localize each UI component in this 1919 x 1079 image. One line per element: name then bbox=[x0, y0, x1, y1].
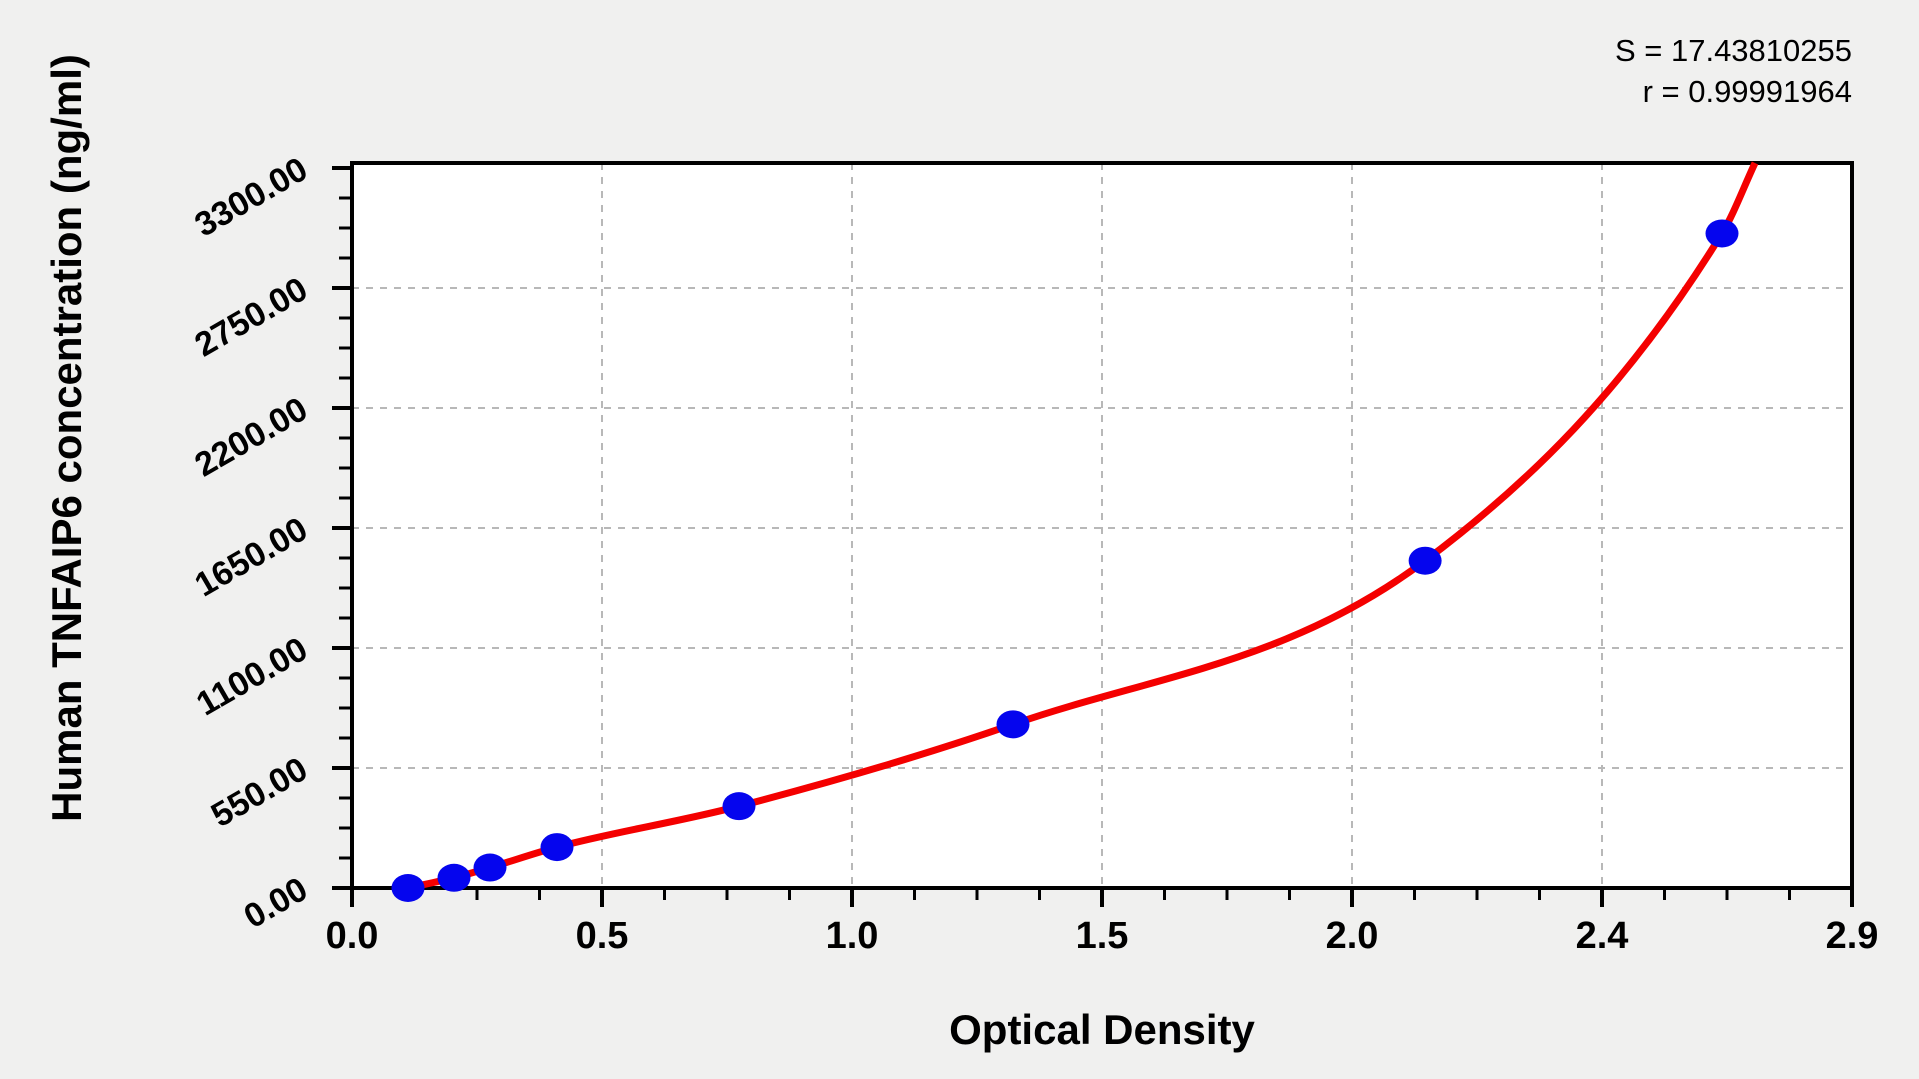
y-tick-label: 1100.00 bbox=[190, 630, 314, 723]
data-point bbox=[540, 833, 574, 862]
x-tick-label: 2.4 bbox=[1576, 915, 1629, 957]
x-tick-label: 0.0 bbox=[326, 915, 379, 957]
data-point bbox=[722, 792, 756, 821]
x-tick-label: 0.5 bbox=[576, 915, 629, 957]
x-tick-label: 1.0 bbox=[826, 915, 879, 957]
y-tick-label: 550.00 bbox=[205, 750, 314, 835]
data-point bbox=[1705, 219, 1739, 248]
data-point bbox=[391, 874, 425, 902]
fit-annotation: S = 17.43810255 r = 0.99991964 bbox=[1615, 30, 1852, 112]
y-tick-label: 0.00 bbox=[238, 870, 314, 936]
data-point bbox=[473, 853, 507, 882]
x-tick-label: 2.9 bbox=[1826, 915, 1879, 957]
y-tick-label: 2750.00 bbox=[189, 270, 314, 364]
data-point bbox=[1408, 546, 1442, 575]
fit-r-value: r = 0.99991964 bbox=[1642, 74, 1852, 109]
y-axis-title: Human TNFAIP6 concentration (ng/ml) bbox=[43, 54, 90, 822]
data-point bbox=[437, 863, 471, 892]
x-tick-label: 2.0 bbox=[1326, 915, 1379, 957]
data-point bbox=[996, 710, 1030, 739]
fit-s-value: S = 17.43810255 bbox=[1614, 33, 1852, 68]
y-tick-label: 2200.00 bbox=[189, 390, 314, 484]
y-tick-label: 1650.00 bbox=[189, 510, 314, 604]
x-tick-label: 1.5 bbox=[1076, 915, 1129, 957]
x-axis-title: Optical Density bbox=[949, 1006, 1255, 1053]
y-tick-label: 3300.00 bbox=[189, 150, 314, 244]
